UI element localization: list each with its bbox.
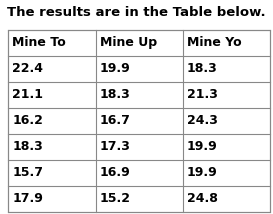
Text: 16.9: 16.9 bbox=[100, 166, 130, 179]
Text: 18.3: 18.3 bbox=[12, 140, 43, 153]
Text: 24.3: 24.3 bbox=[187, 114, 218, 127]
Text: 19.9: 19.9 bbox=[187, 166, 218, 179]
Text: 21.3: 21.3 bbox=[187, 88, 218, 101]
Text: 21.1: 21.1 bbox=[12, 88, 43, 101]
Text: Mine To: Mine To bbox=[12, 36, 66, 49]
Bar bbox=[8, 30, 270, 212]
Text: 15.7: 15.7 bbox=[12, 166, 43, 179]
Text: 24.8: 24.8 bbox=[187, 192, 218, 205]
Text: 22.4: 22.4 bbox=[12, 62, 43, 76]
Text: Mine Up: Mine Up bbox=[100, 36, 157, 49]
Text: 16.2: 16.2 bbox=[12, 114, 43, 127]
Text: 16.7: 16.7 bbox=[100, 114, 130, 127]
Text: 17.9: 17.9 bbox=[12, 192, 43, 205]
Text: 17.3: 17.3 bbox=[100, 140, 130, 153]
Text: 18.3: 18.3 bbox=[100, 88, 130, 101]
Text: Mine Yo: Mine Yo bbox=[187, 36, 242, 49]
Text: The results are in the Table below.: The results are in the Table below. bbox=[7, 6, 266, 19]
Text: 19.9: 19.9 bbox=[100, 62, 130, 76]
Text: 18.3: 18.3 bbox=[187, 62, 218, 76]
Text: 15.2: 15.2 bbox=[100, 192, 131, 205]
Text: 19.9: 19.9 bbox=[187, 140, 218, 153]
